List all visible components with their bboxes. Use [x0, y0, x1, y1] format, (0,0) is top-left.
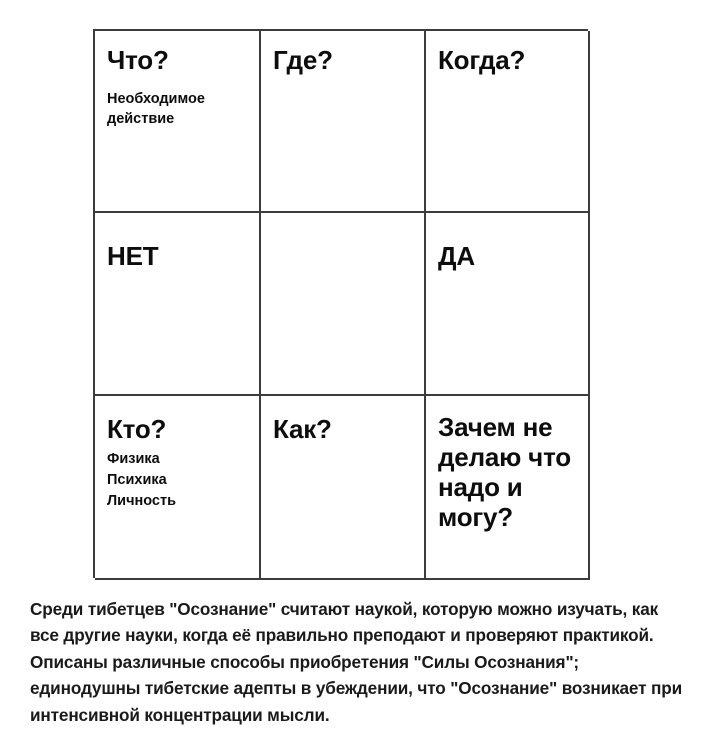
- matrix-cell-no: НЕТ: [95, 213, 261, 396]
- cell-subtext-line: Психика: [107, 471, 167, 488]
- cell-title-who: Кто?: [107, 414, 167, 444]
- cell-subtext-what: Необходимое действие: [107, 89, 249, 130]
- cell-title-how: Как?: [273, 414, 332, 444]
- cell-title-what: Что?: [107, 45, 169, 75]
- matrix-cell-when: Когда?: [426, 31, 590, 213]
- matrix-cell-why: Зачем не делаю что надо и могу?: [426, 396, 590, 580]
- matrix-cell-who: Кто? Физика Психика Личность: [95, 396, 261, 580]
- matrix-cell-where: Где?: [261, 31, 426, 213]
- cell-title-where: Где?: [273, 45, 333, 75]
- cell-title-yes: ДА: [438, 241, 475, 271]
- caption-text: Среди тибетцев "Осознание" считают науко…: [30, 599, 682, 725]
- cell-subtext-line: Необходимое: [107, 90, 205, 107]
- cell-subtext-line: Физика: [107, 450, 160, 467]
- matrix-cell-how: Как?: [261, 396, 426, 580]
- matrix-cell-what: Что? Необходимое действие: [95, 31, 261, 213]
- cell-subtext-line: действие: [107, 111, 175, 128]
- cell-title-no: НЕТ: [107, 241, 159, 271]
- awareness-matrix-grid: Что? Необходимое действие Где? Когда? НЕ…: [93, 29, 590, 580]
- cell-title-why: Зачем не делаю что надо и могу?: [438, 412, 571, 533]
- caption-block: Среди тибетцев "Осознание" считают науко…: [30, 596, 690, 728]
- cell-subtext-who: Физика Психика Личность: [107, 449, 249, 512]
- cell-title-when: Когда?: [438, 45, 526, 75]
- matrix-cell-yes: ДА: [426, 213, 590, 396]
- cell-subtext-line: Личность: [107, 492, 177, 509]
- matrix-cell-center-empty: [261, 213, 426, 396]
